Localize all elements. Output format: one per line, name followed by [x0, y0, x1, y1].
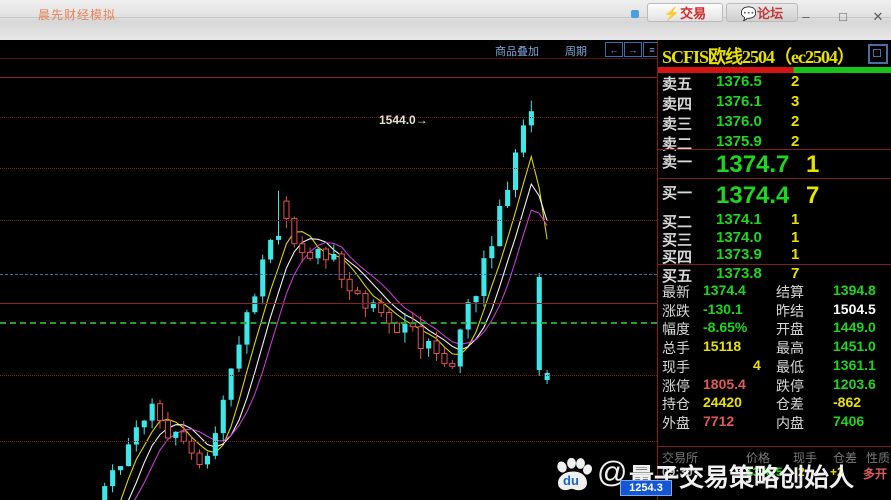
svg-text:du: du	[563, 473, 579, 488]
